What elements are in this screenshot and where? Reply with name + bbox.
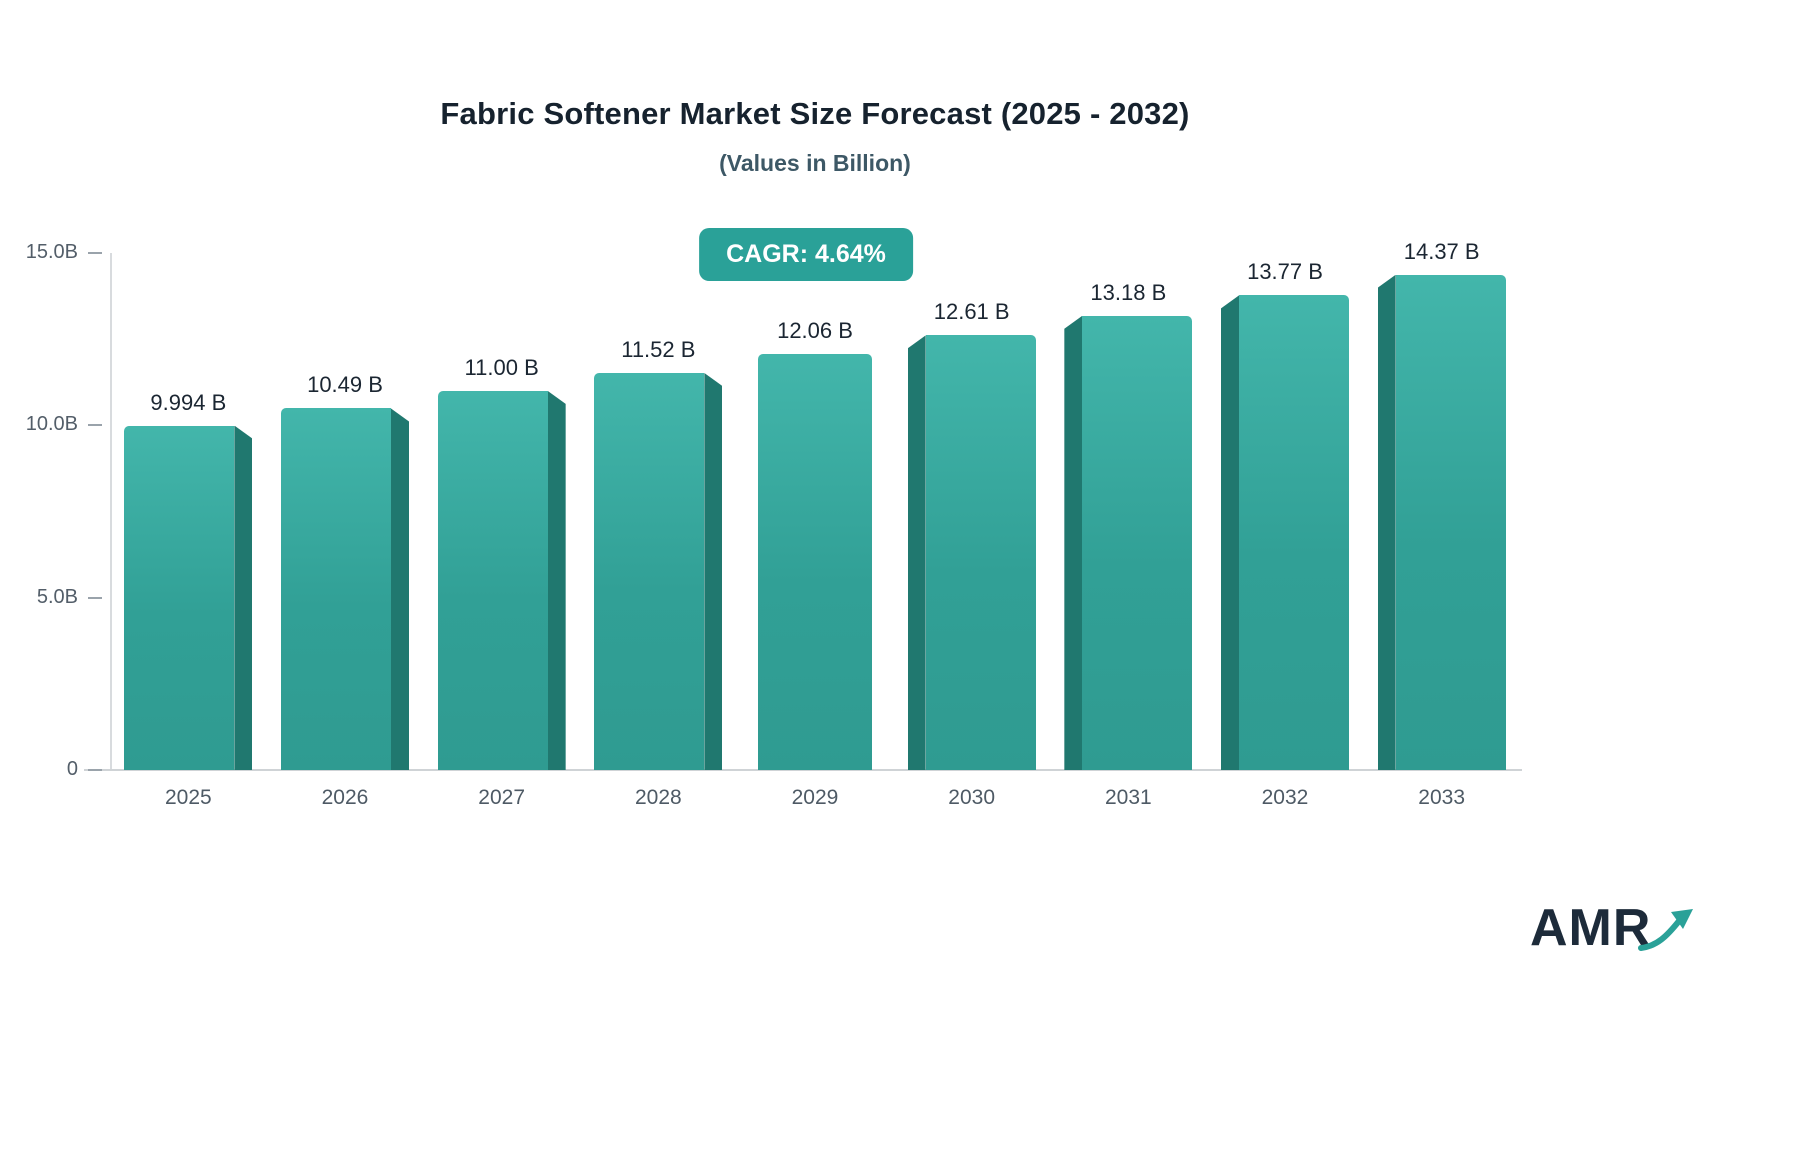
- bar-2029: [758, 354, 872, 770]
- bar-2025: [124, 425, 253, 770]
- x-axis-label: 2032: [1261, 786, 1309, 809]
- brand-logo: AMR: [1530, 898, 1695, 958]
- bar-face: [1239, 295, 1349, 770]
- bar-face: [594, 372, 705, 770]
- bar-value-label: 12.61 B: [933, 299, 1010, 325]
- bar-side-face: [391, 408, 409, 770]
- bar-value-label: 11.00 B: [464, 354, 539, 380]
- x-axis-label: 2031: [1104, 786, 1152, 809]
- bar-side-face: [907, 335, 926, 770]
- bar-value-label: 14.37 B: [1403, 238, 1480, 264]
- brand-text: AMR: [1530, 899, 1652, 957]
- bar-2028: [594, 372, 723, 770]
- bar-side-face: [1064, 315, 1083, 770]
- chart-subtitle: (Values in Billion): [719, 150, 911, 176]
- bar-side-face: [1377, 274, 1396, 770]
- bar-2032: [1221, 295, 1349, 770]
- y-tick-label: 0: [66, 758, 78, 780]
- x-axis-label: 2029: [791, 786, 839, 809]
- bar-value-label: 13.18 B: [1090, 279, 1167, 305]
- chart-title: Fabric Softener Market Size Forecast (20…: [440, 96, 1190, 131]
- bar-side-face: [1221, 295, 1239, 770]
- x-axis-label: 2028: [634, 786, 682, 809]
- bar-value-label: 12.06 B: [777, 318, 853, 344]
- bar-2033: [1377, 274, 1506, 770]
- bar-value-label: 13.77 B: [1247, 259, 1323, 285]
- x-axis-label: 2027: [478, 786, 526, 809]
- chart-header: Fabric Softener Market Size Forecast (20…: [0, 96, 1630, 177]
- bar-2027: [437, 390, 566, 770]
- bar-face: [1395, 274, 1506, 770]
- bar-side-face: [704, 372, 723, 770]
- y-tick-mark: [88, 424, 102, 427]
- cagr-badge: CAGR: 4.64%: [699, 228, 913, 281]
- y-tick-label: 15.0B: [25, 241, 78, 263]
- x-axis-label: 2030: [948, 786, 996, 809]
- x-axis-line: [84, 769, 1522, 771]
- x-axis-label: 2025: [164, 786, 212, 809]
- bar-value-label: 11.52 B: [621, 336, 696, 362]
- bar-2031: [1064, 315, 1193, 770]
- bar-face: [281, 408, 391, 770]
- bar-face: [925, 335, 1036, 770]
- y-tick-mark: [88, 252, 102, 254]
- bar-side-face: [547, 390, 566, 770]
- x-axis-label: 2033: [1418, 786, 1466, 809]
- y-tick-label: 10.0B: [25, 413, 78, 436]
- bar-2026: [281, 408, 409, 770]
- bar-value-label: 9.994 B: [150, 389, 227, 415]
- x-axis-label: 2026: [321, 786, 369, 809]
- bar-face: [437, 390, 548, 770]
- bar-value-label: 10.49 B: [307, 372, 383, 398]
- bar-face: [758, 354, 872, 770]
- y-tick-mark: [88, 769, 102, 771]
- y-tick-label: 5.0B: [36, 585, 78, 608]
- brand-arrow-icon: [1638, 909, 1694, 951]
- y-tick-mark: [88, 596, 102, 599]
- bar-side-face: [234, 425, 253, 770]
- y-axis-line: [110, 253, 112, 770]
- bar-2030: [907, 335, 1036, 770]
- bar-face: [124, 425, 235, 770]
- bar-face: [1082, 315, 1193, 770]
